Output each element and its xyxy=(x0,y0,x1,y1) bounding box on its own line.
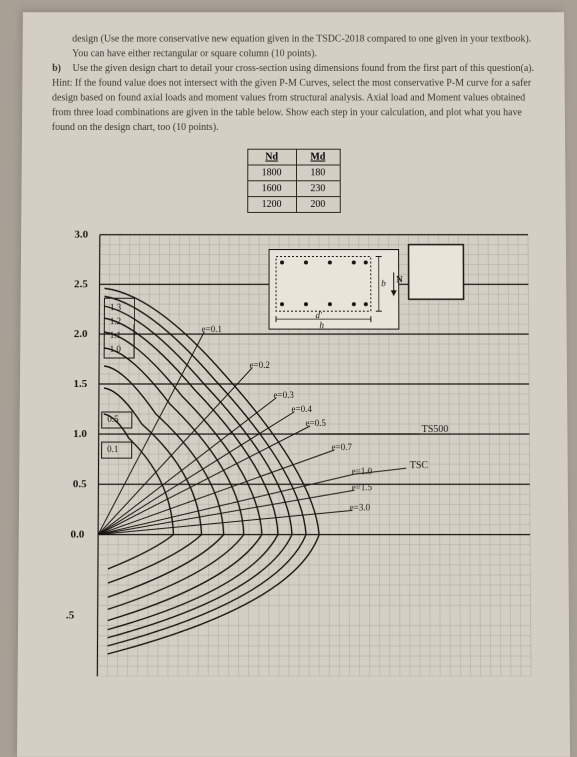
rho-val: 0.1 xyxy=(107,444,118,454)
e-label: e=0.4 xyxy=(291,404,311,414)
rho-val: 1.1 xyxy=(110,330,121,340)
ytick: 2.0 xyxy=(74,328,88,340)
ytick: 1.0 xyxy=(73,428,87,440)
page: design (Use the more conservative new eq… xyxy=(17,12,570,757)
cell: 200 xyxy=(296,197,340,213)
table-header-row: Nd Md xyxy=(247,149,339,165)
rho-val: 1.2 xyxy=(110,316,121,326)
ytick: 1.5 xyxy=(73,378,87,390)
cell: 1600 xyxy=(247,181,296,197)
e-label: e=1.0 xyxy=(352,466,372,476)
item-b-text: Use the given design chart to detail you… xyxy=(52,63,534,133)
e-label: e=0.5 xyxy=(306,418,326,428)
item-b: b) Use the given design chart to detail … xyxy=(52,61,536,135)
table-row: 1200 200 xyxy=(247,197,340,213)
e-label: e=3.0 xyxy=(350,502,370,512)
ytick: 0.5 xyxy=(73,478,87,490)
e-label: e=0.7 xyxy=(332,442,352,452)
section-box xyxy=(269,250,399,330)
ytick: 3.0 xyxy=(74,229,88,241)
ytick: 2.5 xyxy=(74,278,88,290)
n-label: N xyxy=(396,274,403,284)
series-label-ts500: TS500 xyxy=(422,424,449,435)
question-block: design (Use the more conservative new eq… xyxy=(52,32,536,135)
ytick: 0.0 xyxy=(70,529,84,541)
b-label: b xyxy=(381,278,386,288)
e-lines xyxy=(98,332,354,534)
cell: 1800 xyxy=(247,165,296,181)
aux-box xyxy=(408,245,463,300)
e-label: e=0.3 xyxy=(273,390,293,400)
nd-md-table: Nd Md 1800 180 1600 230 1200 200 xyxy=(247,149,341,213)
table-row: 1800 180 xyxy=(247,165,339,181)
intro-text: design (Use the more conservative new eq… xyxy=(72,32,535,61)
rho-val: 0.5 xyxy=(107,414,118,424)
e-label: e=0.2 xyxy=(250,360,270,370)
h-label: h xyxy=(319,320,324,330)
pm-interaction-chart: 3.0 2.5 2.0 1.5 1.0 0.5 0.0 .5 1.3 1.2 1… xyxy=(51,225,535,677)
header-nd: Nd xyxy=(247,149,296,165)
d-label: d' xyxy=(315,310,321,320)
ytick: .5 xyxy=(66,609,74,621)
cell: 1200 xyxy=(247,197,296,213)
pm-curves xyxy=(102,288,319,654)
cell: 230 xyxy=(296,181,340,197)
e-label: e=0.1 xyxy=(202,324,222,334)
rho-val: 1.0 xyxy=(110,344,121,354)
item-b-label: b) xyxy=(52,61,70,76)
table-row: 1600 230 xyxy=(247,181,340,197)
chart-svg xyxy=(51,225,535,677)
rho-val: 1.3 xyxy=(110,302,121,312)
e-label: e=1.5 xyxy=(352,482,372,492)
cell: 180 xyxy=(296,165,340,181)
header-md: Md xyxy=(296,149,340,165)
series-label-tsc: TSC xyxy=(410,460,428,471)
